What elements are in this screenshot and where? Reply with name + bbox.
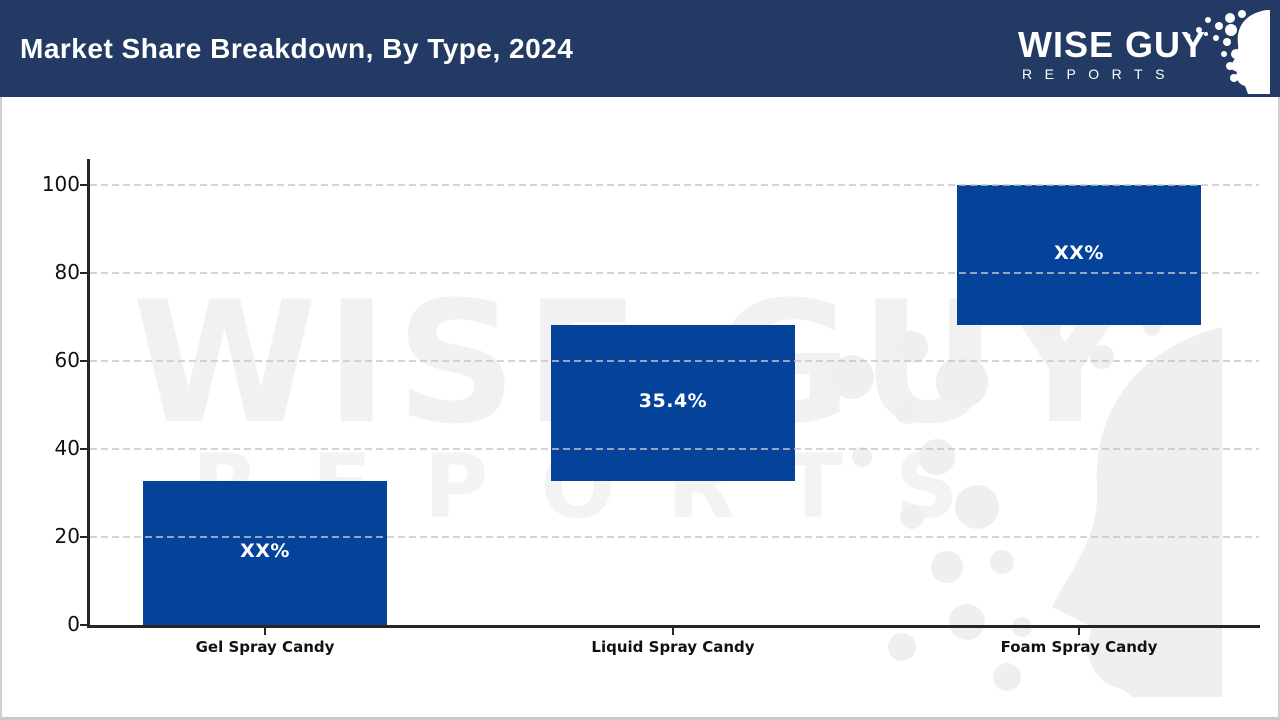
y-tick-label: 80 — [54, 260, 80, 284]
x-tick-mark — [672, 628, 674, 635]
bar-value-label: XX% — [1054, 241, 1104, 264]
chart-area: WISE GUY REPORTS 0 20 40 60 80 100 XX% 35.4% XX%… — [0, 97, 1280, 720]
y-tick-label: 60 — [54, 348, 80, 372]
brand-logo-wordmark: WISE GUY — [1018, 24, 1207, 65]
page-title: Market Share Breakdown, By Type, 2024 — [20, 32, 574, 64]
y-tick-label: 20 — [54, 524, 80, 548]
header: Market Share Breakdown, By Type, 2024 WI… — [0, 0, 1280, 97]
bar — [143, 480, 387, 625]
gridline — [90, 184, 1259, 186]
brand-face-icon — [1186, 10, 1270, 94]
y-tick-mark — [80, 536, 87, 538]
x-category-label: Gel Spray Candy — [195, 638, 335, 656]
brand-logo-subtitle: REPORTS — [1022, 66, 1177, 82]
bar-value-label: 35.4% — [638, 389, 708, 412]
bar — [551, 324, 795, 481]
y-tick-mark — [80, 272, 87, 274]
y-tick-mark — [80, 184, 87, 186]
y-tick-mark — [80, 448, 87, 450]
y-tick-mark — [80, 624, 87, 626]
x-axis — [87, 625, 1260, 628]
y-axis — [87, 159, 90, 628]
x-tick-mark — [1078, 628, 1080, 635]
y-tick-label: 40 — [54, 436, 80, 460]
gridline — [90, 536, 1259, 538]
y-tick-label: 0 — [67, 612, 80, 636]
bar-value-label: XX% — [240, 539, 290, 562]
x-category-label: Liquid Spray Candy — [591, 638, 755, 656]
brand-logo: WISE GUY REPORTS — [1018, 8, 1270, 94]
x-tick-mark — [264, 628, 266, 635]
x-category-label: Foam Spray Candy — [1000, 638, 1158, 656]
gridline — [90, 448, 1259, 450]
gridline — [90, 272, 1259, 274]
y-tick-label: 100 — [41, 172, 80, 196]
gridline — [90, 360, 1259, 362]
y-tick-mark — [80, 360, 87, 362]
